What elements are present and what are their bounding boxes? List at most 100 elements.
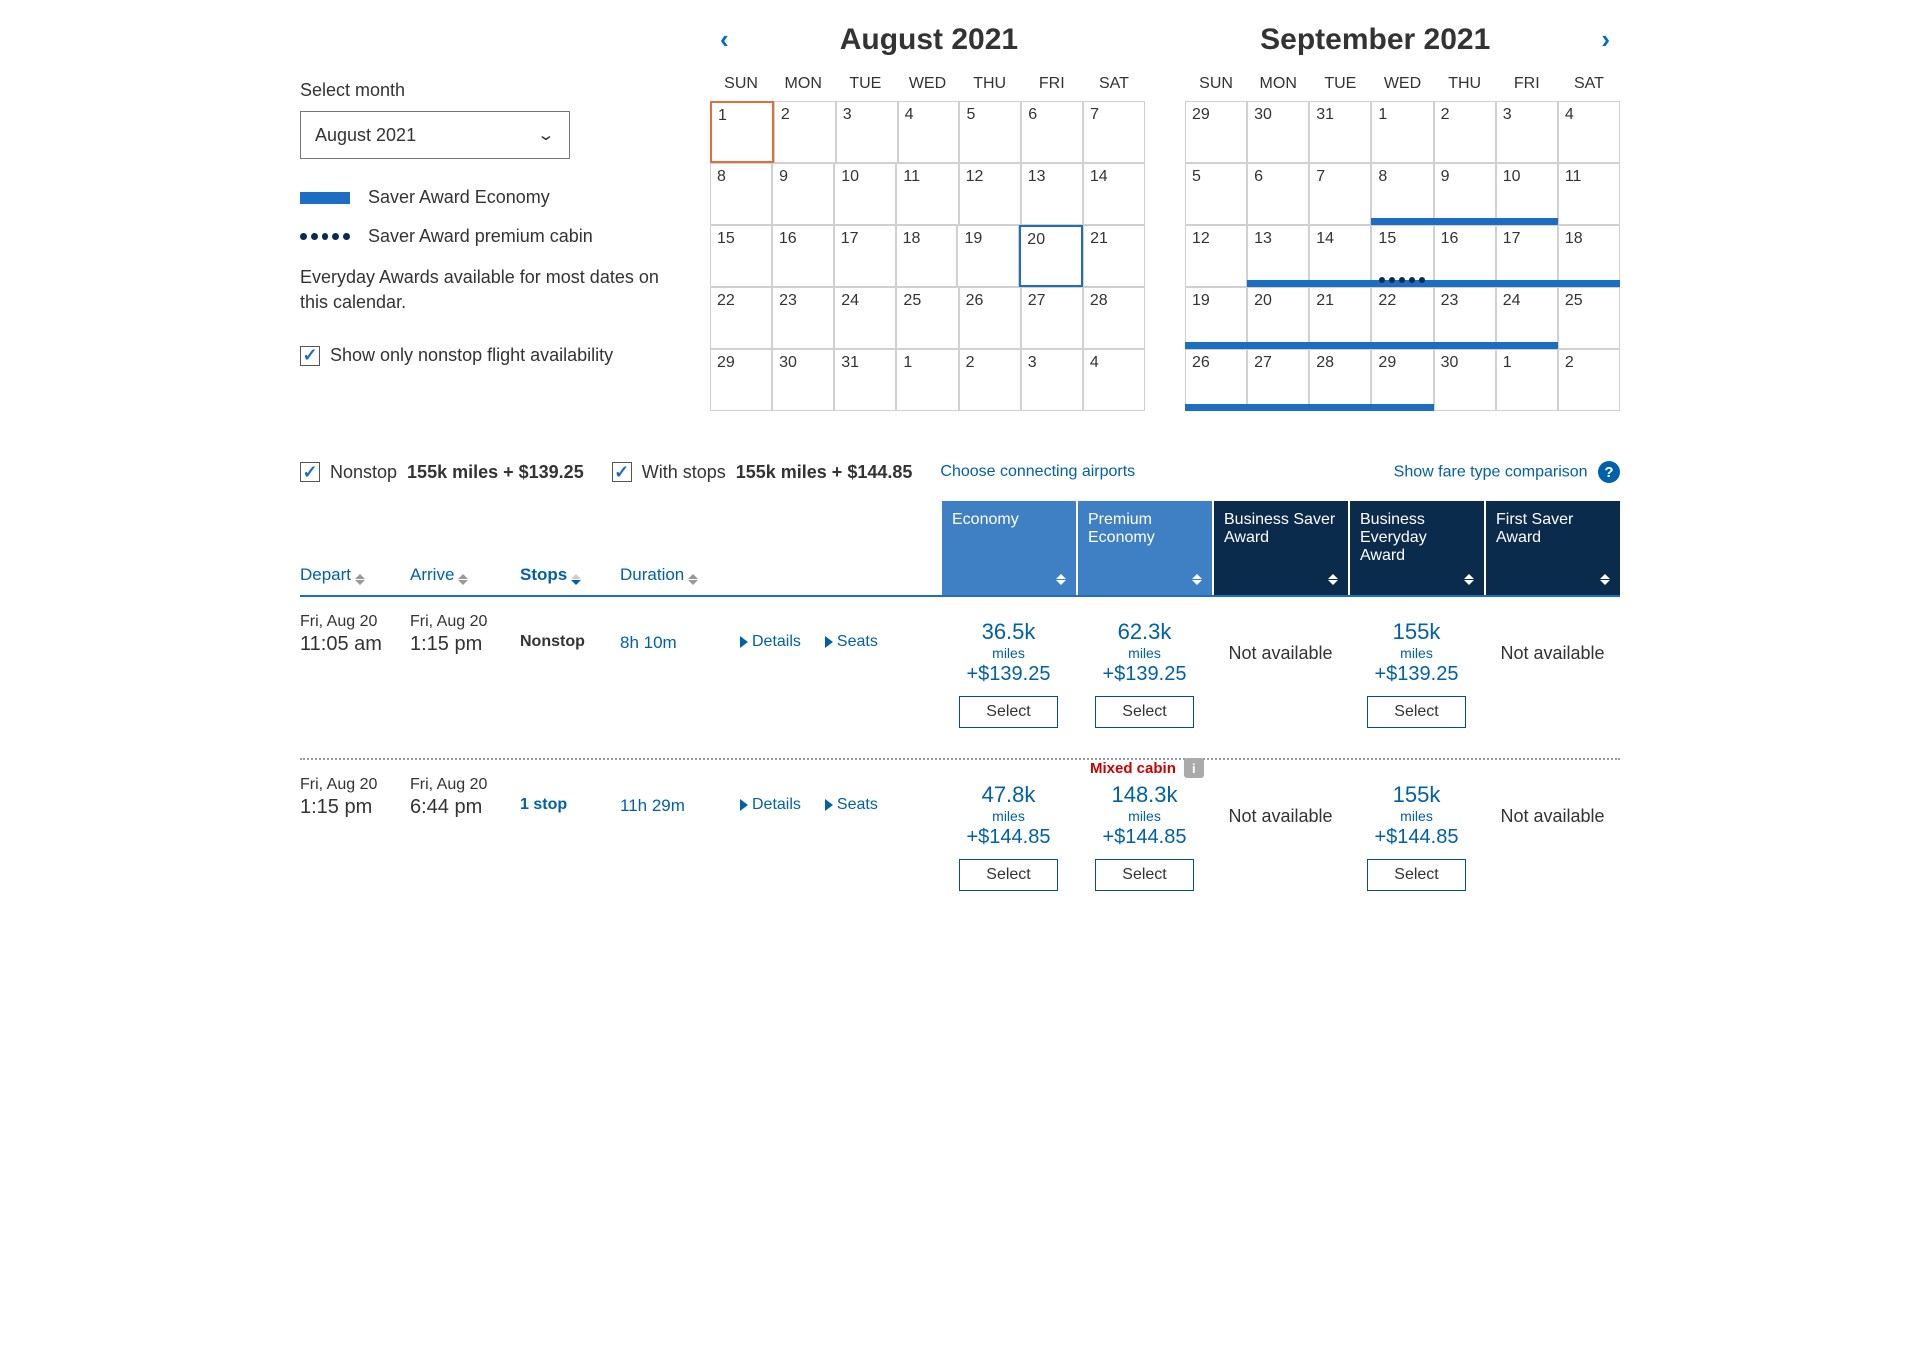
calendar-day[interactable]: 16 [1434, 225, 1496, 287]
calendar-day[interactable]: 17 [1496, 225, 1558, 287]
calendar-day[interactable]: 18 [896, 225, 958, 287]
calendar-day[interactable]: 1 [710, 101, 774, 163]
calendar-day[interactable]: 24 [1496, 287, 1558, 349]
calendar-day[interactable]: 11 [1558, 163, 1620, 225]
col-duration-header[interactable]: Duration [620, 501, 740, 595]
nonstop-only-checkbox[interactable]: ✓ [300, 346, 320, 366]
fare-header[interactable]: First Saver Award [1484, 501, 1620, 595]
connecting-airports-link[interactable]: Choose connecting airports [940, 463, 1135, 481]
calendar-day[interactable]: 1 [896, 349, 958, 411]
calendar-day[interactable]: 19 [957, 225, 1019, 287]
calendar-day[interactable]: 7 [1083, 101, 1145, 163]
calendar-day[interactable]: 30 [1247, 101, 1309, 163]
nonstop-checkbox[interactable]: ✓ [300, 462, 320, 482]
calendar-day[interactable]: 19 [1185, 287, 1247, 349]
calendar-day[interactable]: 12 [959, 163, 1021, 225]
select-button[interactable]: Select [1095, 696, 1193, 728]
col-stops-header[interactable]: Stops [520, 501, 620, 595]
seats-link[interactable]: Seats [825, 796, 878, 814]
details-link[interactable]: Details [740, 633, 801, 651]
calendar-day[interactable]: 15 [1371, 225, 1433, 287]
fare-header[interactable]: Business Saver Award [1212, 501, 1348, 595]
select-button[interactable]: Select [1367, 859, 1465, 891]
calendar-day[interactable]: 29 [1185, 101, 1247, 163]
calendar-day[interactable]: 9 [772, 163, 834, 225]
calendar-day[interactable]: 11 [896, 163, 958, 225]
calendar-day[interactable]: 23 [1434, 287, 1496, 349]
calendar-prev-button[interactable]: ‹ [710, 20, 739, 59]
calendar-day[interactable]: 25 [1558, 287, 1620, 349]
calendar-day[interactable]: 29 [710, 349, 772, 411]
calendar-day[interactable]: 20 [1019, 225, 1083, 287]
select-button[interactable]: Select [1367, 696, 1465, 728]
calendar-day[interactable]: 22 [1371, 287, 1433, 349]
select-button[interactable]: Select [959, 859, 1057, 891]
calendar-day[interactable]: 31 [834, 349, 896, 411]
calendar-day[interactable]: 4 [898, 101, 960, 163]
calendar-day[interactable]: 14 [1083, 163, 1145, 225]
calendar-day[interactable]: 28 [1083, 287, 1145, 349]
calendar-day[interactable]: 27 [1021, 287, 1083, 349]
calendar-day[interactable]: 4 [1083, 349, 1145, 411]
calendar-day[interactable]: 4 [1558, 101, 1620, 163]
calendar-day[interactable]: 16 [772, 225, 834, 287]
calendar-day[interactable]: 2 [1434, 101, 1496, 163]
select-button[interactable]: Select [1095, 859, 1193, 891]
calendar-day[interactable]: 7 [1309, 163, 1371, 225]
calendar-day[interactable]: 21 [1309, 287, 1371, 349]
calendar-day[interactable]: 27 [1247, 349, 1309, 411]
calendar-day[interactable]: 3 [1496, 101, 1558, 163]
seats-link[interactable]: Seats [825, 633, 878, 651]
calendar-day[interactable]: 14 [1309, 225, 1371, 287]
calendar-day[interactable]: 31 [1309, 101, 1371, 163]
help-icon[interactable]: ? [1598, 461, 1620, 483]
calendar-day[interactable]: 30 [1434, 349, 1496, 411]
calendar-day[interactable]: 18 [1558, 225, 1620, 287]
calendar-day[interactable]: 13 [1247, 225, 1309, 287]
calendar-day[interactable]: 12 [1185, 225, 1247, 287]
calendar-day[interactable]: 15 [710, 225, 772, 287]
calendar-day[interactable]: 17 [834, 225, 896, 287]
calendar-day[interactable]: 10 [1496, 163, 1558, 225]
calendar-day[interactable]: 25 [896, 287, 958, 349]
calendar-day[interactable]: 5 [1185, 163, 1247, 225]
calendar-day[interactable]: 10 [834, 163, 896, 225]
calendar-day[interactable]: 2 [774, 101, 836, 163]
calendar-day[interactable]: 2 [1558, 349, 1620, 411]
calendar-day[interactable]: 24 [834, 287, 896, 349]
fare-header[interactable]: Economy [940, 501, 1076, 595]
fare-header[interactable]: Premium Economy [1076, 501, 1212, 595]
calendar-day[interactable]: 9 [1434, 163, 1496, 225]
calendar-day[interactable]: 22 [710, 287, 772, 349]
calendar-day[interactable]: 23 [772, 287, 834, 349]
calendar-day[interactable]: 8 [1371, 163, 1433, 225]
col-arrive-header[interactable]: Arrive [410, 501, 520, 595]
col-depart-header[interactable]: Depart [300, 501, 410, 595]
calendar-day[interactable]: 3 [836, 101, 898, 163]
calendar-day[interactable]: 2 [959, 349, 1021, 411]
calendar-day[interactable]: 5 [959, 101, 1021, 163]
calendar-next-button[interactable]: › [1591, 20, 1620, 59]
stops-value[interactable]: 1 stop [520, 796, 567, 813]
fare-comparison-link[interactable]: Show fare type comparison [1394, 464, 1588, 481]
calendar-day[interactable]: 30 [772, 349, 834, 411]
calendar-day[interactable]: 28 [1309, 349, 1371, 411]
calendar-day[interactable]: 1 [1371, 101, 1433, 163]
calendar-day[interactable]: 20 [1247, 287, 1309, 349]
details-link[interactable]: Details [740, 796, 801, 814]
month-select[interactable]: August 2021 ⌄ [300, 111, 570, 159]
calendar-day[interactable]: 6 [1021, 101, 1083, 163]
calendar-day[interactable]: 1 [1496, 349, 1558, 411]
calendar-day[interactable]: 21 [1083, 225, 1145, 287]
calendar-day[interactable]: 29 [1371, 349, 1433, 411]
calendar-day[interactable]: 8 [710, 163, 772, 225]
info-icon[interactable]: i [1184, 758, 1204, 778]
calendar-day[interactable]: 6 [1247, 163, 1309, 225]
select-button[interactable]: Select [959, 696, 1057, 728]
withstops-checkbox[interactable]: ✓ [612, 462, 632, 482]
calendar-day[interactable]: 3 [1021, 349, 1083, 411]
calendar-day[interactable]: 13 [1021, 163, 1083, 225]
calendar-day[interactable]: 26 [959, 287, 1021, 349]
calendar-day[interactable]: 26 [1185, 349, 1247, 411]
fare-header[interactable]: Business Everyday Award [1348, 501, 1484, 595]
